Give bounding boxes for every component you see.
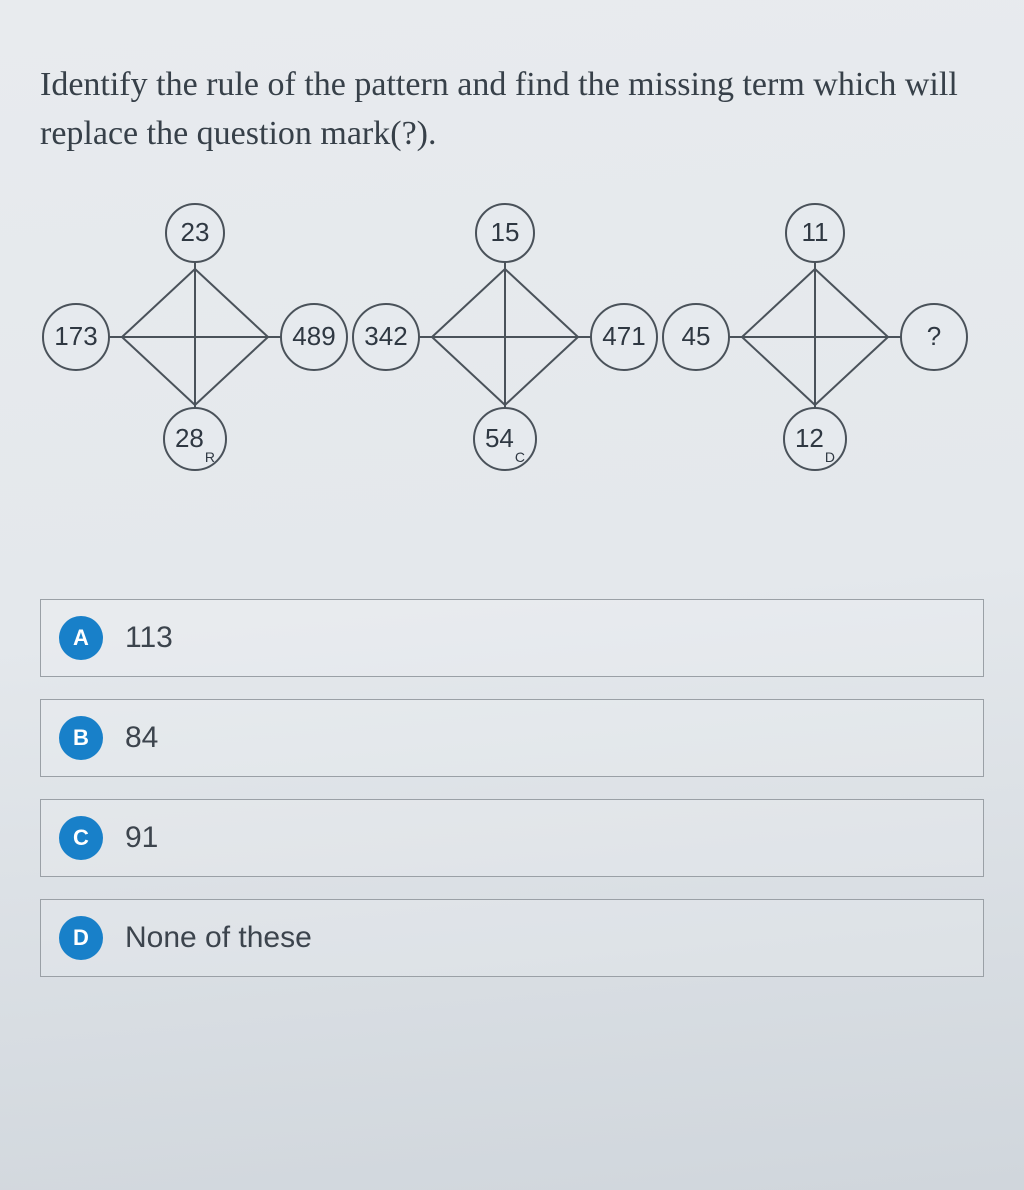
node-left: 173 [42, 303, 110, 371]
node-value: 173 [54, 321, 97, 352]
option-text: None of these [125, 921, 312, 955]
node-right: 489 [280, 303, 348, 371]
node-value: 12 [795, 423, 824, 454]
question-page: Identify the rule of the pattern and fin… [0, 0, 1024, 1007]
node-subscript: R [205, 449, 215, 465]
node-subscript: D [825, 449, 835, 465]
options-list: A 113 B 84 C 91 D None of these [40, 599, 984, 977]
diagram-unit: 15 342 471 54C [350, 199, 660, 479]
node-top: 23 [165, 203, 225, 263]
node-value: 23 [181, 217, 210, 248]
node-value: 28 [175, 423, 204, 454]
option-text: 91 [125, 821, 158, 855]
node-bottom: 28R [163, 407, 227, 471]
option-text: 84 [125, 721, 158, 755]
node-top: 15 [475, 203, 535, 263]
node-value: 342 [364, 321, 407, 352]
diagram-unit: 11 45? 12D [660, 199, 970, 479]
node-right: ? [900, 303, 968, 371]
option-badge: D [59, 916, 103, 960]
option-badge: B [59, 716, 103, 760]
option-a[interactable]: A 113 [40, 599, 984, 677]
option-c[interactable]: C 91 [40, 799, 984, 877]
node-bottom: 12D [783, 407, 847, 471]
node-value: 54 [485, 423, 514, 454]
node-value: 489 [292, 321, 335, 352]
node-value: 11 [802, 217, 829, 248]
question-text: Identify the rule of the pattern and fin… [40, 60, 984, 159]
node-subscript: C [515, 449, 525, 465]
node-left: 45 [662, 303, 730, 371]
node-value: 471 [602, 321, 645, 352]
node-value: 45 [682, 321, 711, 352]
option-badge: A [59, 616, 103, 660]
option-badge: C [59, 816, 103, 860]
option-text: 113 [125, 621, 173, 655]
option-d[interactable]: D None of these [40, 899, 984, 977]
node-right: 471 [590, 303, 658, 371]
option-b[interactable]: B 84 [40, 699, 984, 777]
node-top: 11 [785, 203, 845, 263]
diagram-row: 23 173 489 28R 15 342 471 54C 11 45? 12D [40, 199, 984, 479]
diagram-unit: 23 173 489 28R [40, 199, 350, 479]
node-value: ? [927, 321, 941, 352]
node-bottom: 54C [473, 407, 537, 471]
node-left: 342 [352, 303, 420, 371]
node-value: 15 [491, 217, 520, 248]
